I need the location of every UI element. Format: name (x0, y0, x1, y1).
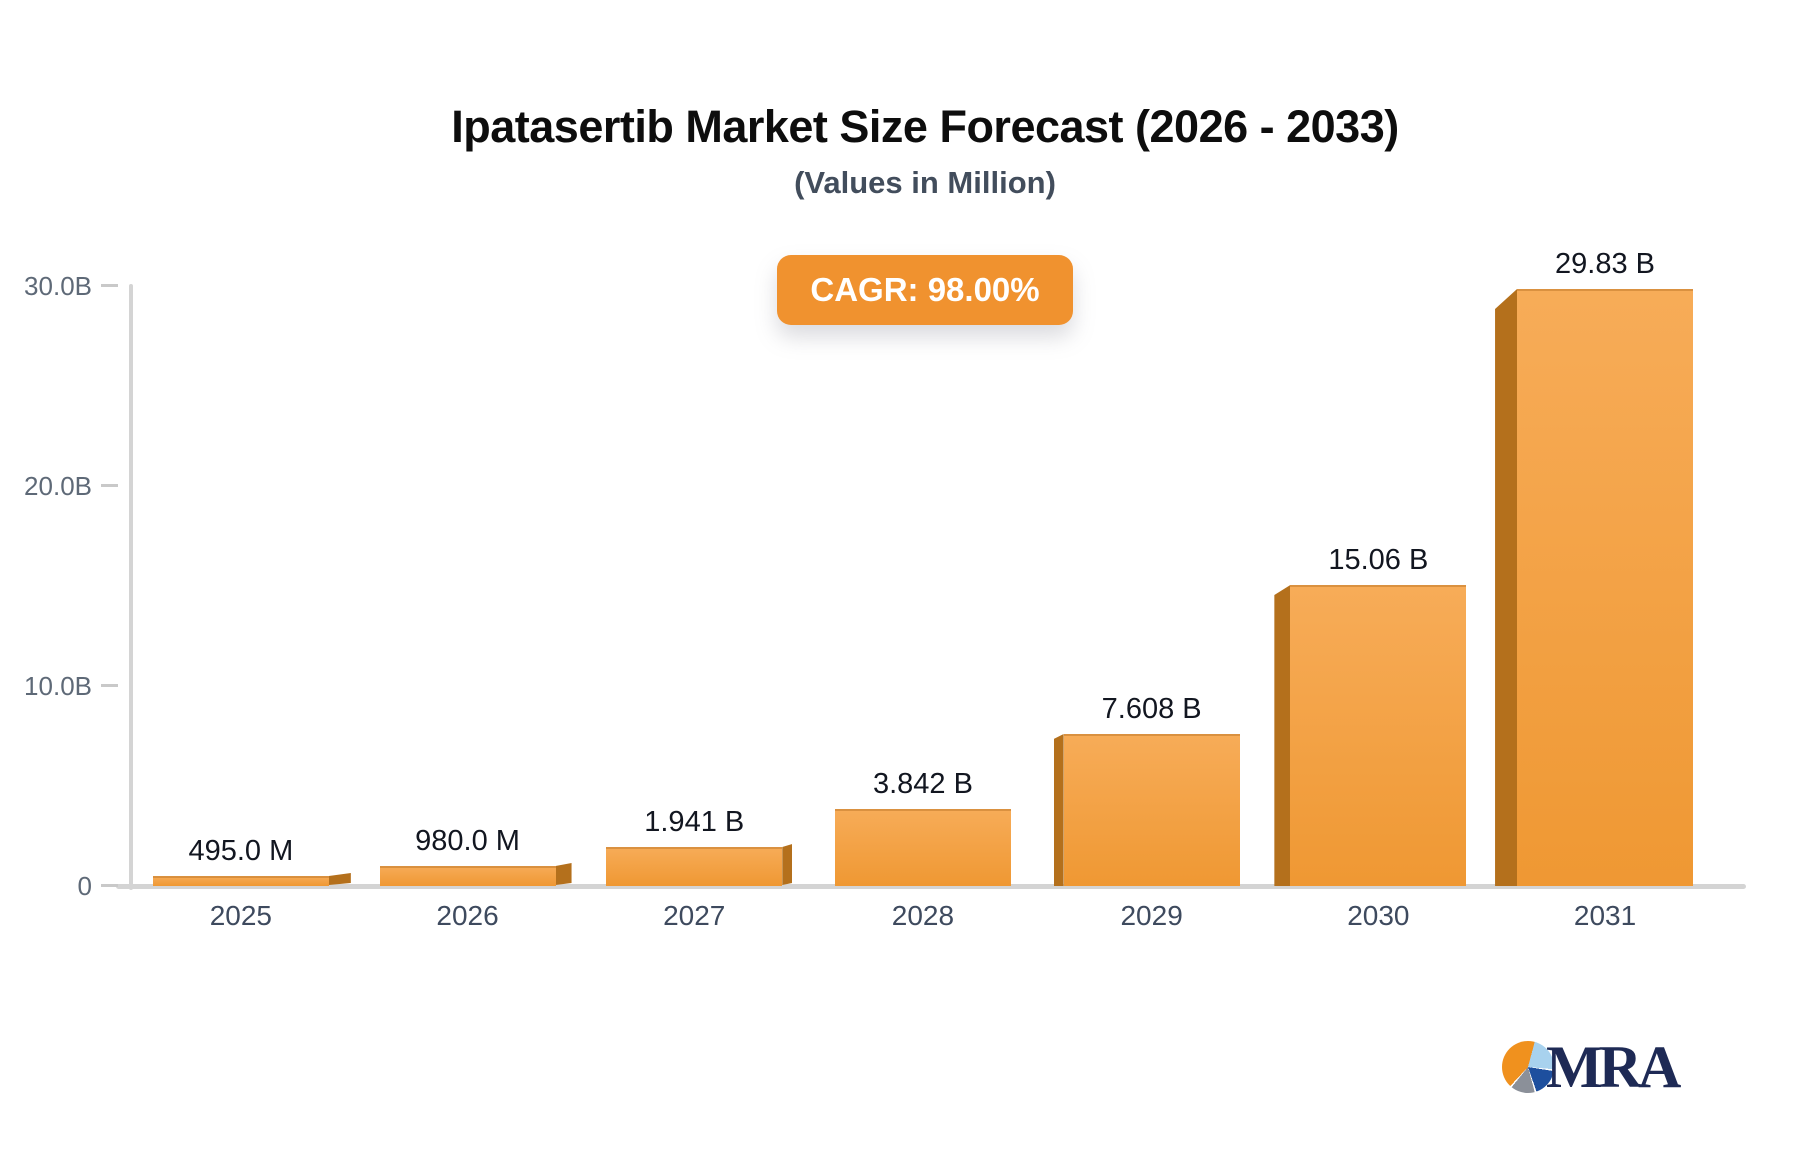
bar (834, 809, 1011, 886)
bar-value-label: 3.842 B (872, 768, 973, 800)
bar-value-label: 7.608 B (1101, 693, 1202, 725)
bar-3d-side (1274, 585, 1291, 886)
brand-logo: MRA (1502, 1034, 1681, 1100)
chart-title: Ipatasertib Market Size Forecast (2026 -… (451, 101, 1399, 152)
x-axis-category-label: 2028 (891, 900, 955, 931)
bar-3d-side (782, 844, 792, 885)
bar-3d-side (1053, 734, 1064, 886)
x-axis-category-label: 2030 (1347, 900, 1410, 931)
bar-3d-side (329, 873, 351, 885)
y-axis-tick (101, 884, 118, 887)
bar-value-label: 15.06 B (1328, 544, 1429, 576)
x-axis-category-label: 2026 (436, 900, 499, 931)
bar (606, 847, 783, 886)
chart-subtitle: (Values in Million) (794, 165, 1056, 200)
bar-3d-side (1495, 289, 1518, 886)
bar (1517, 289, 1694, 886)
x-axis-category-label: 2029 (1120, 900, 1183, 931)
y-axis-tick-label: 10.0B (24, 671, 92, 701)
y-axis-tick-label: 0 (77, 871, 92, 901)
x-axis-line (116, 884, 1746, 889)
y-axis-tick (101, 284, 118, 287)
bar (152, 876, 329, 886)
y-axis-tick (101, 484, 118, 487)
bar-3d-side (556, 863, 572, 885)
brand-logo-text: MRA (1546, 1034, 1681, 1100)
bar (1063, 734, 1240, 886)
cagr-badge: CAGR: 98.00% (777, 255, 1073, 325)
bar-value-label: 1.941 B (644, 806, 745, 838)
bar-value-label: 29.83 B (1555, 248, 1656, 280)
x-axis-category-label: 2031 (1573, 900, 1637, 931)
x-axis-category-label: 2025 (209, 900, 272, 931)
y-axis-line (129, 284, 133, 890)
bar-value-label: 495.0 M (188, 835, 294, 867)
pie-chart-logo-icon (1502, 1041, 1554, 1093)
x-axis-category-label: 2027 (663, 900, 726, 931)
y-axis-tick-label: 20.0B (24, 471, 92, 501)
bar-value-label: 980.0 M (415, 825, 520, 857)
bar (379, 866, 556, 886)
y-axis-tick (101, 684, 118, 687)
bar (1290, 585, 1467, 886)
y-axis-tick-label: 30.0B (24, 271, 92, 301)
